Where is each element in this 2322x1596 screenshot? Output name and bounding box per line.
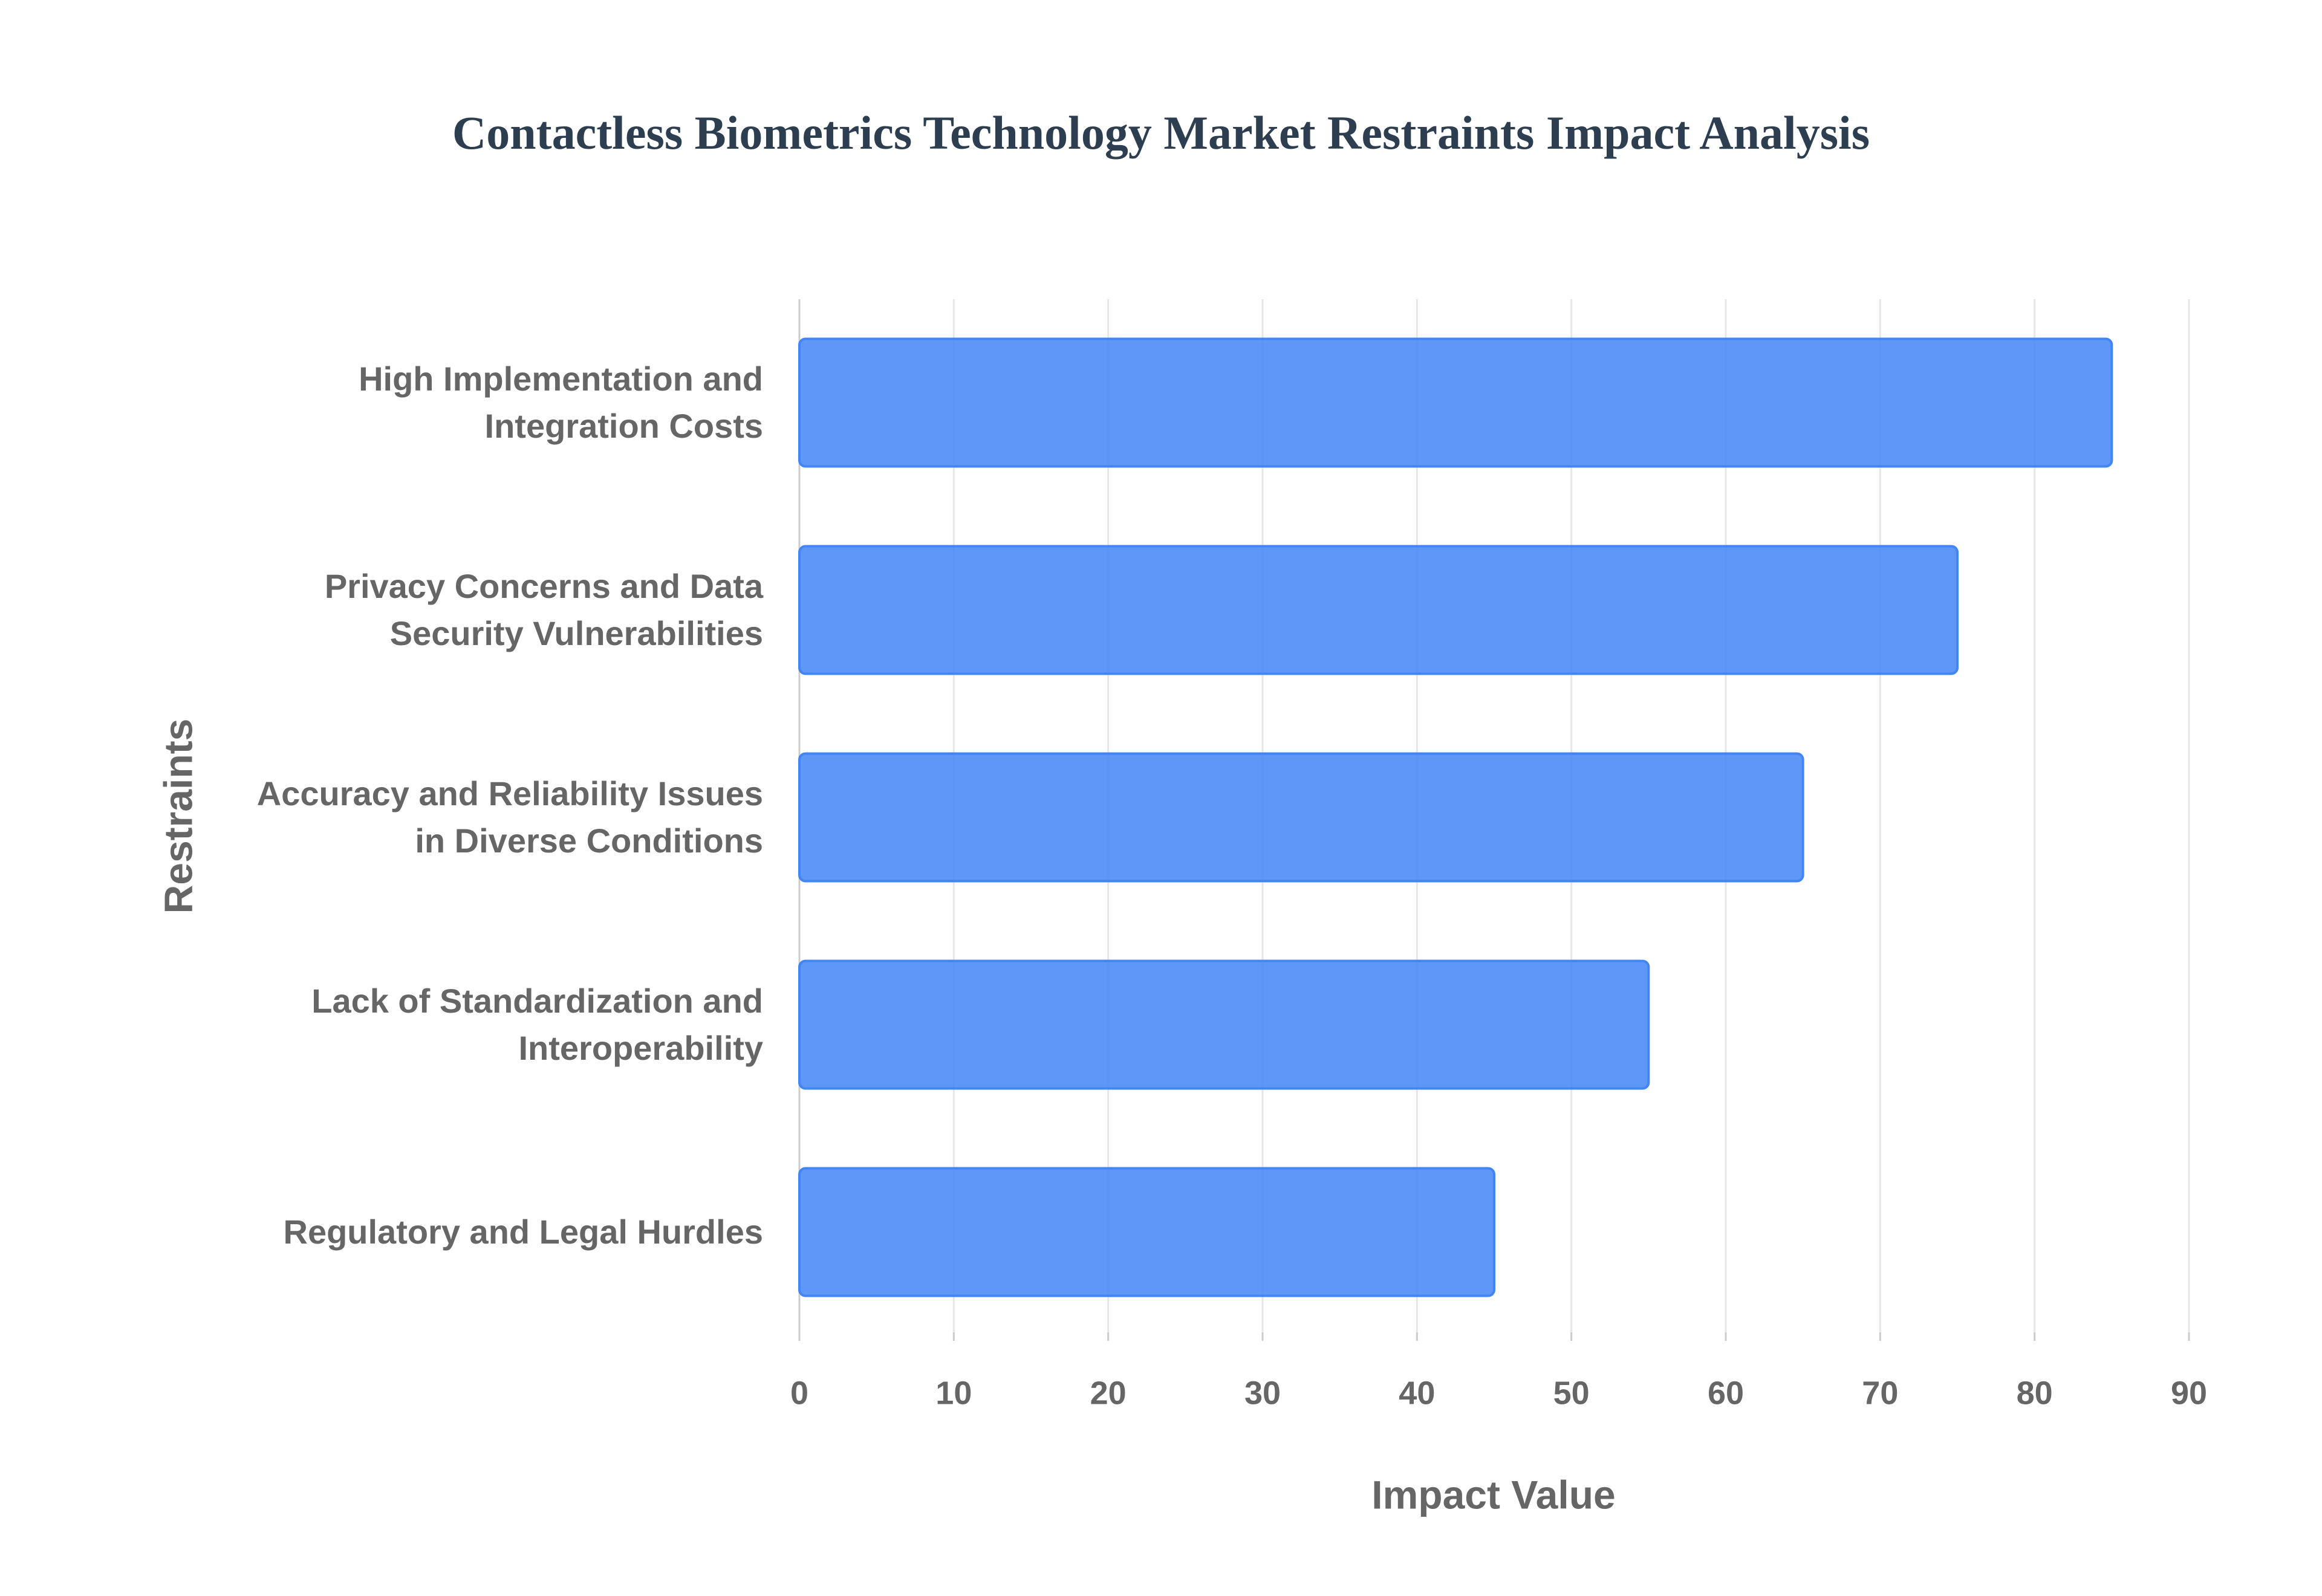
x-tick-label: 30 [1244, 1375, 1281, 1411]
x-axis-title: Impact Value [1371, 1472, 1616, 1517]
x-tick-label: 10 [935, 1375, 972, 1411]
chart-title: Contactless Biometrics Technology Market… [452, 106, 1870, 159]
x-tick-label: 80 [2017, 1375, 2053, 1411]
y-tick-label: Accuracy and Reliability Issues in Diver… [256, 774, 763, 860]
x-tick-label: 40 [1399, 1375, 1435, 1411]
y-tick-label: Regulatory and Legal Hurdles [283, 1213, 764, 1251]
x-tick-label: 70 [1862, 1375, 1898, 1411]
x-tick-label: 60 [1708, 1375, 1744, 1411]
bar [798, 959, 1650, 1090]
x-tick-label: 90 [2171, 1375, 2207, 1411]
y-tick-label: High Implementation and Integration Cost… [359, 360, 763, 445]
bar [798, 337, 2113, 468]
bar [798, 752, 1804, 883]
bar [798, 1167, 1495, 1297]
y-tick-label: Privacy Concerns and Data Security Vulne… [324, 567, 763, 652]
x-tick-label: 50 [1553, 1375, 1590, 1411]
x-tick-label: 20 [1090, 1375, 1127, 1411]
y-axis-title: Restraints [155, 719, 200, 914]
x-tick-label: 0 [790, 1375, 808, 1411]
y-tick-label: Lack of Standardization and Interoperabi… [311, 982, 763, 1067]
bar [798, 545, 1959, 675]
